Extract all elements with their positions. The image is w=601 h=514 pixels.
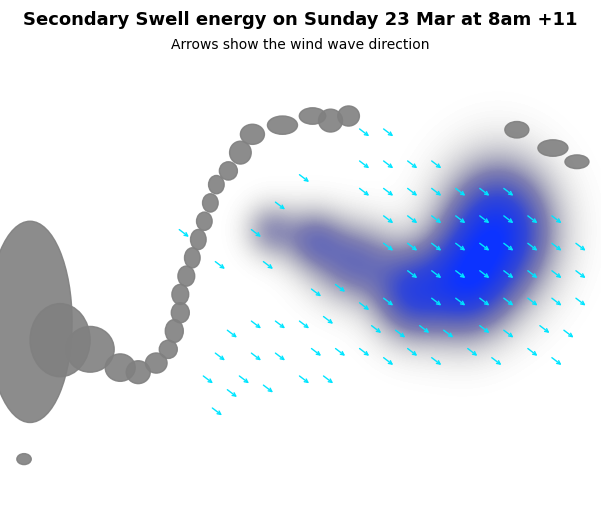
Ellipse shape: [267, 116, 297, 134]
Ellipse shape: [159, 340, 177, 358]
Ellipse shape: [230, 141, 251, 164]
Ellipse shape: [165, 320, 183, 342]
Ellipse shape: [219, 162, 237, 180]
Text: Arrows show the wind wave direction: Arrows show the wind wave direction: [171, 38, 430, 52]
Ellipse shape: [338, 106, 359, 126]
Text: Secondary Swell energy on Sunday 23 Mar at 8am +11: Secondary Swell energy on Sunday 23 Mar …: [23, 11, 578, 29]
Ellipse shape: [319, 109, 343, 132]
Ellipse shape: [30, 304, 90, 377]
Ellipse shape: [538, 140, 568, 156]
Ellipse shape: [105, 354, 135, 381]
Ellipse shape: [17, 454, 31, 465]
Ellipse shape: [185, 248, 200, 268]
Ellipse shape: [209, 175, 224, 194]
Ellipse shape: [0, 221, 72, 423]
Ellipse shape: [505, 121, 529, 138]
Ellipse shape: [145, 353, 167, 373]
Ellipse shape: [191, 229, 206, 250]
Ellipse shape: [203, 194, 218, 212]
Ellipse shape: [172, 284, 189, 304]
Ellipse shape: [171, 303, 189, 323]
Ellipse shape: [565, 155, 589, 169]
Ellipse shape: [126, 361, 150, 383]
Ellipse shape: [66, 326, 114, 372]
Ellipse shape: [197, 212, 212, 230]
Ellipse shape: [178, 266, 195, 286]
Ellipse shape: [299, 108, 326, 124]
Ellipse shape: [240, 124, 264, 144]
